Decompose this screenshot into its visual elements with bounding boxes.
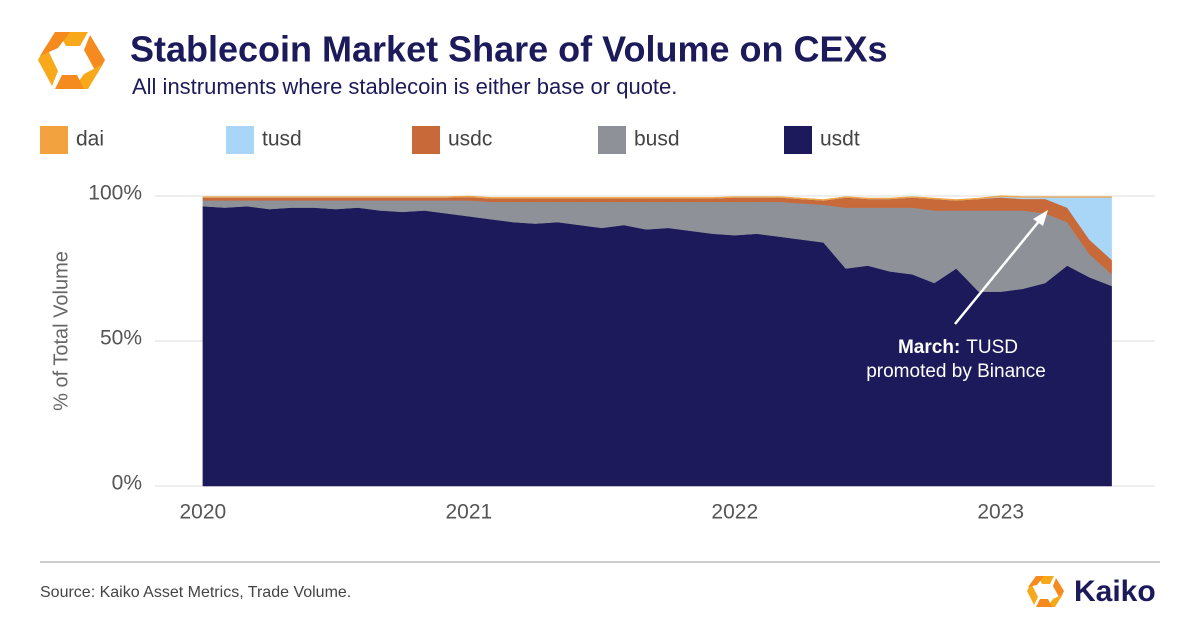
legend-swatch bbox=[226, 126, 254, 154]
annotation-line: TUSD bbox=[966, 337, 1018, 358]
x-tick-label: 2023 bbox=[977, 501, 1024, 524]
brand: Kaiko bbox=[1074, 575, 1156, 608]
x-tick-label: 2022 bbox=[711, 501, 758, 524]
brand-logo bbox=[1027, 576, 1064, 607]
legend-label: dai bbox=[76, 128, 104, 151]
legend-label: tusd bbox=[262, 128, 302, 151]
annotation-line: promoted by Binance bbox=[866, 361, 1046, 382]
legend-swatch bbox=[40, 126, 68, 154]
legend-label: busd bbox=[634, 128, 680, 151]
annotation-arrowhead bbox=[1033, 210, 1048, 226]
legend-label: usdc bbox=[448, 128, 492, 151]
legend-swatch bbox=[412, 126, 440, 154]
x-tick-label: 2021 bbox=[445, 501, 492, 524]
annotation-heading: March: bbox=[898, 337, 960, 358]
source: Source: Kaiko Asset Metrics, Trade Volum… bbox=[40, 584, 351, 601]
logo bbox=[38, 32, 105, 89]
y-tick-label: 100% bbox=[88, 182, 142, 205]
legend-swatch bbox=[598, 126, 626, 154]
annotation: March: TUSD promoted by Binance bbox=[866, 210, 1048, 382]
plot-area bbox=[155, 195, 1155, 487]
legend-label: usdt bbox=[820, 128, 860, 151]
y-axis-label: % of Total Volume bbox=[50, 251, 72, 411]
legend: dai tusd usdc busd usdt bbox=[40, 126, 860, 154]
x-tick-label: 2020 bbox=[180, 501, 227, 524]
legend-swatch bbox=[784, 126, 812, 154]
y-tick-label: 0% bbox=[112, 472, 142, 495]
y-tick-label: 50% bbox=[100, 327, 142, 350]
area bbox=[202, 195, 1112, 201]
annotation-text: March: TUSD bbox=[898, 337, 1018, 358]
chart-title: Stablecoin Market Share of Volume on CEX… bbox=[130, 29, 888, 70]
annotation-arrow bbox=[954, 219, 1041, 325]
chart-subtitle: All instruments where stablecoin is eith… bbox=[132, 74, 677, 99]
